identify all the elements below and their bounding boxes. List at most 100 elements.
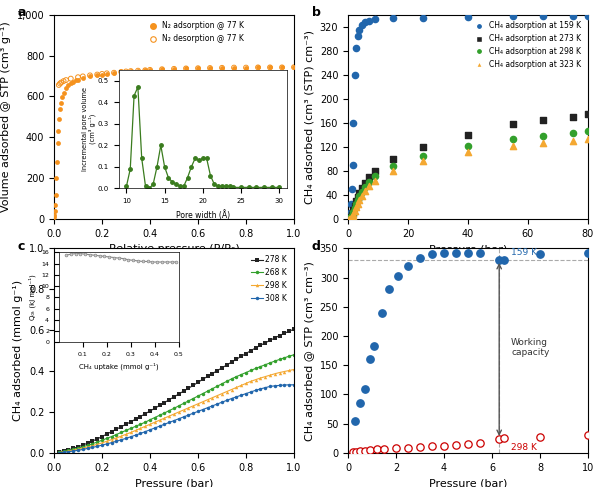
Point <box>494 435 504 443</box>
Point <box>59 90 68 97</box>
Point <box>356 192 366 200</box>
268 K <box>223 378 230 384</box>
298 K <box>60 449 67 455</box>
298 K <box>103 438 110 444</box>
Point <box>365 356 374 363</box>
Point <box>463 148 473 156</box>
Point <box>85 73 95 80</box>
Point <box>365 446 374 454</box>
Point <box>205 64 215 72</box>
Point <box>356 184 366 192</box>
268 K <box>252 366 259 372</box>
Point <box>353 200 362 207</box>
Point <box>499 256 509 264</box>
Point <box>535 250 545 258</box>
308 K <box>132 432 139 438</box>
298 K <box>161 415 168 421</box>
298 K <box>175 409 182 415</box>
Y-axis label: CH₄ adsorbed @ STP (cm³ cm⁻³): CH₄ adsorbed @ STP (cm³ cm⁻³) <box>304 261 314 441</box>
278 K <box>185 385 192 391</box>
Point <box>370 172 380 180</box>
308 K <box>79 447 86 452</box>
268 K <box>79 444 86 450</box>
Point <box>73 76 83 84</box>
Point <box>463 13 473 21</box>
278 K <box>55 449 62 455</box>
Point <box>348 212 358 220</box>
Point <box>364 182 374 190</box>
308 K <box>218 399 226 405</box>
Point <box>463 249 473 257</box>
Point <box>92 71 102 78</box>
268 K <box>271 358 278 364</box>
308 K <box>103 441 110 447</box>
308 K <box>74 448 82 453</box>
Point <box>133 67 143 75</box>
Point <box>53 127 63 135</box>
268 K <box>113 431 120 437</box>
Point <box>52 158 62 166</box>
Point <box>66 79 76 87</box>
Point <box>193 64 203 72</box>
Point <box>372 446 382 453</box>
278 K <box>233 356 240 362</box>
298 K <box>74 446 82 452</box>
Point <box>350 205 359 212</box>
268 K <box>180 400 187 406</box>
308 K <box>185 412 192 418</box>
Point <box>353 193 362 201</box>
298 K <box>190 403 197 409</box>
298 K <box>262 374 269 379</box>
278 K <box>94 436 101 442</box>
Point <box>360 447 370 454</box>
298 K <box>242 380 250 386</box>
268 K <box>146 417 154 423</box>
298 K <box>170 411 178 417</box>
Text: b: b <box>312 6 321 19</box>
Point <box>217 64 227 72</box>
268 K <box>132 423 139 429</box>
278 K <box>166 397 173 403</box>
278 K <box>238 354 245 359</box>
Point <box>391 444 401 452</box>
308 K <box>223 397 230 403</box>
Y-axis label: CH₄ adsorbed (mmol g⁻¹): CH₄ adsorbed (mmol g⁻¹) <box>13 280 23 421</box>
Point <box>418 143 428 151</box>
Point <box>535 432 545 440</box>
Point <box>55 80 65 88</box>
Point <box>253 63 263 71</box>
308 K <box>137 431 144 436</box>
278 K <box>252 345 259 351</box>
Point <box>349 210 358 218</box>
Point <box>352 200 361 208</box>
268 K <box>175 403 182 409</box>
Line: 278 K: 278 K <box>57 327 296 453</box>
268 K <box>65 448 72 453</box>
Point <box>347 211 356 219</box>
Point <box>50 201 60 209</box>
278 K <box>74 444 82 450</box>
268 K <box>242 370 250 375</box>
Point <box>568 129 578 137</box>
Point <box>348 449 358 456</box>
278 K <box>228 359 235 365</box>
268 K <box>108 433 115 439</box>
Point <box>92 72 102 79</box>
268 K <box>190 395 197 401</box>
Point <box>169 65 179 73</box>
Point <box>241 64 251 72</box>
268 K <box>137 421 144 427</box>
Point <box>344 215 354 223</box>
Point <box>140 67 150 75</box>
Point <box>348 209 358 217</box>
Point <box>49 213 59 221</box>
Point <box>68 78 78 86</box>
Point <box>439 249 449 257</box>
268 K <box>166 408 173 413</box>
298 K <box>65 448 72 454</box>
Point <box>427 443 437 450</box>
268 K <box>262 362 269 368</box>
278 K <box>65 447 72 453</box>
Point <box>121 68 131 76</box>
298 K <box>98 440 106 446</box>
